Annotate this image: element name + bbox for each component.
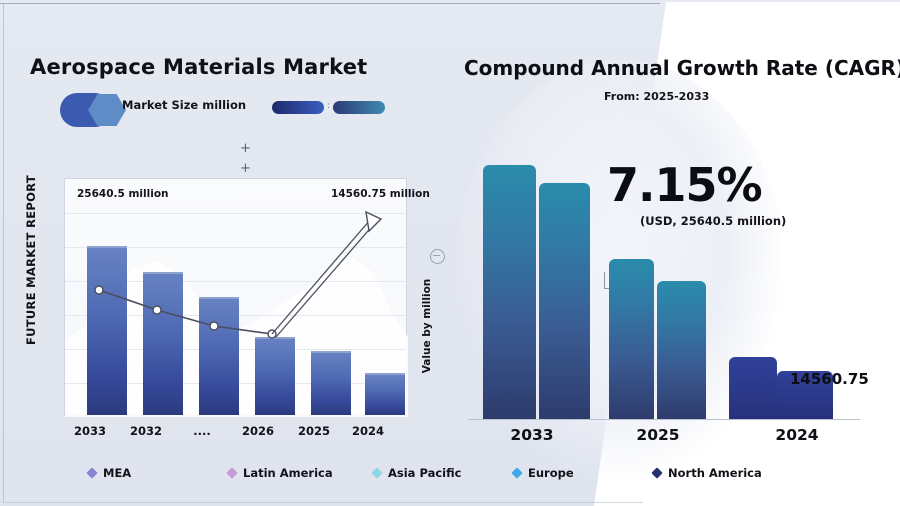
cagr-period: From: 2025-2033 [604, 90, 710, 103]
x-label-2026: 2026 [241, 424, 274, 438]
bar-dots [199, 297, 239, 415]
cagr-bar-2033-right [539, 183, 590, 419]
plus-icon-2: + [240, 161, 251, 176]
right-chart-baseline [468, 419, 860, 420]
legend-diamond-icon [511, 467, 523, 479]
bar-2033 [87, 246, 127, 415]
cagr-value: 7.15% [607, 158, 763, 212]
legend-item-asia-pacific[interactable]: Asia Pacific [371, 466, 462, 480]
market-size-legend-label: Market Size million [122, 98, 247, 112]
legend-label: North America [668, 466, 762, 480]
left-chart-title: Aerospace Materials Market [30, 55, 368, 79]
gridline [65, 213, 406, 214]
cagr-end-value-label: 14560.75 [790, 370, 869, 388]
panel-left-border [3, 3, 4, 503]
legend-label: Latin America [243, 466, 333, 480]
legend-diamond-icon [651, 467, 663, 479]
logo-hexagon-shape [88, 94, 126, 126]
cagr-title: Compound Annual Growth Rate (CAGR) [464, 56, 900, 80]
cagr-bar-2024-left [729, 357, 777, 419]
x-label-2025: 2025 [297, 424, 330, 438]
legend-diamond-icon [371, 467, 383, 479]
bar-2025 [311, 351, 351, 415]
legend-pill-secondary [333, 101, 385, 114]
cagr-x-label-2024: 2024 [775, 426, 819, 444]
bar-2032 [143, 272, 183, 415]
legend-label: Europe [528, 466, 574, 480]
left-y-axis-label: FUTURE MARKET REPORT [24, 175, 38, 346]
legend-pill-separator: : [327, 101, 331, 111]
cagr-bar-2024-right [777, 371, 833, 419]
legend-diamond-icon [226, 467, 238, 479]
right-y-axis-label: Value by million [421, 278, 433, 374]
cagr-bar-2033-left [483, 165, 536, 419]
left-chart-end-value: 14560.75 million [331, 188, 430, 200]
cagr-bar-2025-left [609, 259, 654, 419]
legend-item-europe[interactable]: Europe [511, 466, 574, 480]
legend-diamond-icon [86, 467, 98, 479]
brand-logo-icon [60, 93, 126, 127]
panel-top-border [0, 3, 660, 4]
legend-item-latin-america[interactable]: Latin America [226, 466, 333, 480]
bar-2026 [255, 337, 295, 415]
plus-icon-1: + [240, 141, 251, 156]
cagr-x-label-2025: 2025 [636, 426, 680, 444]
gridline [65, 247, 406, 248]
legend-item-mea[interactable]: MEA [86, 466, 132, 480]
x-label-2032: 2032 [129, 424, 162, 438]
cagr-x-label-2033: 2033 [510, 426, 554, 444]
x-label-2033: 2033 [73, 424, 106, 438]
region-legend: MEA Latin America Asia Pacific Europe No… [86, 466, 788, 484]
left-chart-start-value: 25640.5 million [77, 188, 169, 200]
x-label-2024: 2024 [351, 424, 384, 438]
legend-label: MEA [103, 466, 132, 480]
gridline [65, 281, 406, 282]
cagr-base-value: (USD, 25640.5 million) [640, 214, 787, 228]
trend-line-overlay [94, 210, 383, 339]
circle-minus-icon [430, 249, 445, 264]
panel-bottom-border [3, 502, 643, 503]
bar-2024 [365, 373, 405, 415]
legend-item-north-america[interactable]: North America [651, 466, 762, 480]
cagr-bar-2025-right [657, 281, 706, 419]
legend-pill-primary [272, 101, 324, 114]
x-label-dots: .... [193, 424, 211, 438]
legend-label: Asia Pacific [388, 466, 462, 480]
